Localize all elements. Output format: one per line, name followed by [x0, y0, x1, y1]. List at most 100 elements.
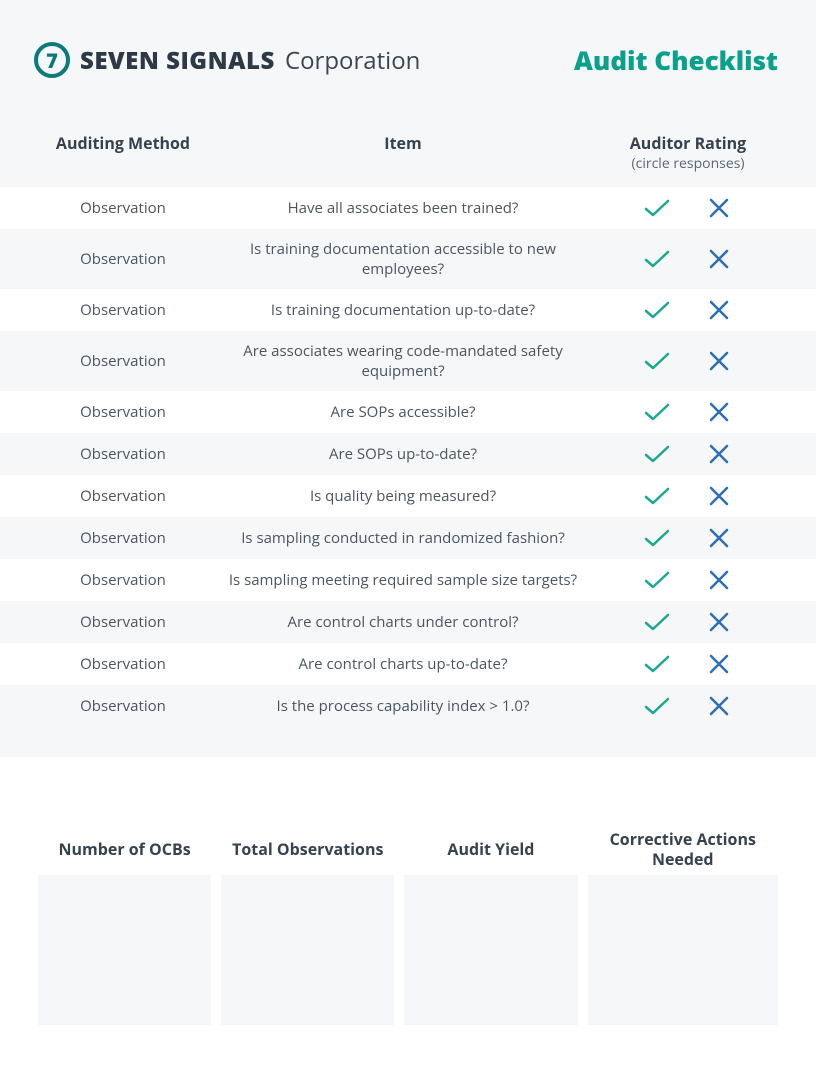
table-row: ObservationIs training documentation up-… — [0, 289, 816, 331]
cell-item: Are control charts up-to-date? — [208, 654, 598, 674]
table-row: ObservationAre control charts up-to-date… — [0, 643, 816, 685]
summary-card: Audit Yield — [404, 827, 577, 1025]
th-item: Item — [208, 132, 598, 173]
cell-method: Observation — [38, 654, 208, 674]
cell-rating — [598, 569, 778, 591]
table-row: ObservationAre associates wearing code-m… — [0, 331, 816, 391]
table-row: ObservationAre control charts under cont… — [0, 601, 816, 643]
cell-rating — [598, 401, 778, 423]
cell-item: Are associates wearing code-mandated saf… — [208, 341, 598, 381]
x-icon[interactable] — [706, 611, 732, 633]
cell-method: Observation — [38, 402, 208, 422]
check-icon[interactable] — [644, 248, 670, 270]
cell-method: Observation — [38, 612, 208, 632]
cell-item: Are SOPs accessible? — [208, 402, 598, 422]
x-icon[interactable] — [706, 350, 732, 372]
x-icon[interactable] — [706, 248, 732, 270]
check-icon[interactable] — [644, 485, 670, 507]
brand-name-sub: Corporation — [285, 44, 420, 77]
cell-rating — [598, 350, 778, 372]
check-icon[interactable] — [644, 653, 670, 675]
page-title: Audit Checklist — [574, 42, 778, 78]
summary-section: Number of OCBs Total Observations Audit Yi… — [0, 757, 816, 1085]
th-rating-sub: (circle responses) — [598, 154, 778, 173]
cell-rating — [598, 248, 778, 270]
table-body: ObservationHave all associates been trai… — [0, 187, 816, 727]
logo-icon: 7 — [34, 42, 70, 78]
cell-method: Observation — [38, 570, 208, 590]
table-row: ObservationIs sampling meeting required … — [0, 559, 816, 601]
x-icon[interactable] — [706, 527, 732, 549]
logo-number: 7 — [46, 47, 58, 74]
cell-rating — [598, 485, 778, 507]
x-icon[interactable] — [706, 569, 732, 591]
x-icon[interactable] — [706, 443, 732, 465]
cell-rating — [598, 695, 778, 717]
summary-card: Corrective Actions Needed — [588, 827, 778, 1025]
cell-rating — [598, 611, 778, 633]
summary-box[interactable] — [221, 875, 394, 1025]
table-row: ObservationAre SOPs accessible? — [0, 391, 816, 433]
check-icon[interactable] — [644, 695, 670, 717]
check-icon[interactable] — [644, 350, 670, 372]
th-rating: Auditor Rating (circle responses) — [598, 132, 778, 173]
summary-card: Total Observations — [221, 827, 394, 1025]
summary-label: Audit Yield — [441, 827, 540, 871]
cell-rating — [598, 653, 778, 675]
check-icon[interactable] — [644, 527, 670, 549]
summary-label: Corrective Actions Needed — [588, 827, 778, 871]
cell-method: Observation — [38, 300, 208, 320]
cell-item: Are control charts under control? — [208, 612, 598, 632]
cell-item: Is the process capability index > 1.0? — [208, 696, 598, 716]
table-row: ObservationIs training documentation acc… — [0, 229, 816, 289]
summary-box[interactable] — [38, 875, 211, 1025]
brand-text: SEVEN SIGNALS Corporation — [80, 44, 420, 77]
x-icon[interactable] — [706, 485, 732, 507]
cell-method: Observation — [38, 528, 208, 548]
check-icon[interactable] — [644, 611, 670, 633]
cell-rating — [598, 299, 778, 321]
cell-rating — [598, 197, 778, 219]
check-icon[interactable] — [644, 197, 670, 219]
th-rating-main: Auditor Rating — [598, 132, 778, 154]
cell-item: Is training documentation up-to-date? — [208, 300, 598, 320]
summary-box[interactable] — [588, 875, 778, 1025]
cell-item: Have all associates been trained? — [208, 198, 598, 218]
cell-method: Observation — [38, 696, 208, 716]
summary-box[interactable] — [404, 875, 577, 1025]
check-icon[interactable] — [644, 401, 670, 423]
table-row: ObservationIs sampling conducted in rand… — [0, 517, 816, 559]
x-icon[interactable] — [706, 653, 732, 675]
table-row: ObservationHave all associates been trai… — [0, 187, 816, 229]
x-icon[interactable] — [706, 197, 732, 219]
table-row: ObservationAre SOPs up-to-date? — [0, 433, 816, 475]
table-row: ObservationIs the process capability ind… — [0, 685, 816, 727]
cell-item: Are SOPs up-to-date? — [208, 444, 598, 464]
th-method: Auditing Method — [38, 132, 208, 173]
cell-method: Observation — [38, 198, 208, 218]
cell-item: Is quality being measured? — [208, 486, 598, 506]
cell-method: Observation — [38, 486, 208, 506]
brand: 7 SEVEN SIGNALS Corporation — [34, 42, 420, 78]
cell-method: Observation — [38, 351, 208, 371]
x-icon[interactable] — [706, 401, 732, 423]
cell-method: Observation — [38, 249, 208, 269]
header: 7 SEVEN SIGNALS Corporation Audit Checkl… — [0, 0, 816, 108]
summary-label: Number of OCBs — [53, 827, 197, 871]
cell-item: Is sampling conducted in randomized fash… — [208, 528, 598, 548]
x-icon[interactable] — [706, 299, 732, 321]
page: 7 SEVEN SIGNALS Corporation Audit Checkl… — [0, 0, 816, 1056]
x-icon[interactable] — [706, 695, 732, 717]
cell-item: Is training documentation accessible to … — [208, 239, 598, 279]
check-icon[interactable] — [644, 443, 670, 465]
brand-name-main: SEVEN SIGNALS — [80, 44, 275, 77]
check-icon[interactable] — [644, 299, 670, 321]
check-icon[interactable] — [644, 569, 670, 591]
cell-method: Observation — [38, 444, 208, 464]
summary-label: Total Observations — [226, 827, 389, 871]
table-header-row: Auditing Method Item Auditor Rating (cir… — [0, 132, 816, 187]
checklist-table: Auditing Method Item Auditor Rating (cir… — [0, 108, 816, 757]
summary-card: Number of OCBs — [38, 827, 211, 1025]
cell-item: Is sampling meeting required sample size… — [208, 570, 598, 590]
cell-rating — [598, 527, 778, 549]
